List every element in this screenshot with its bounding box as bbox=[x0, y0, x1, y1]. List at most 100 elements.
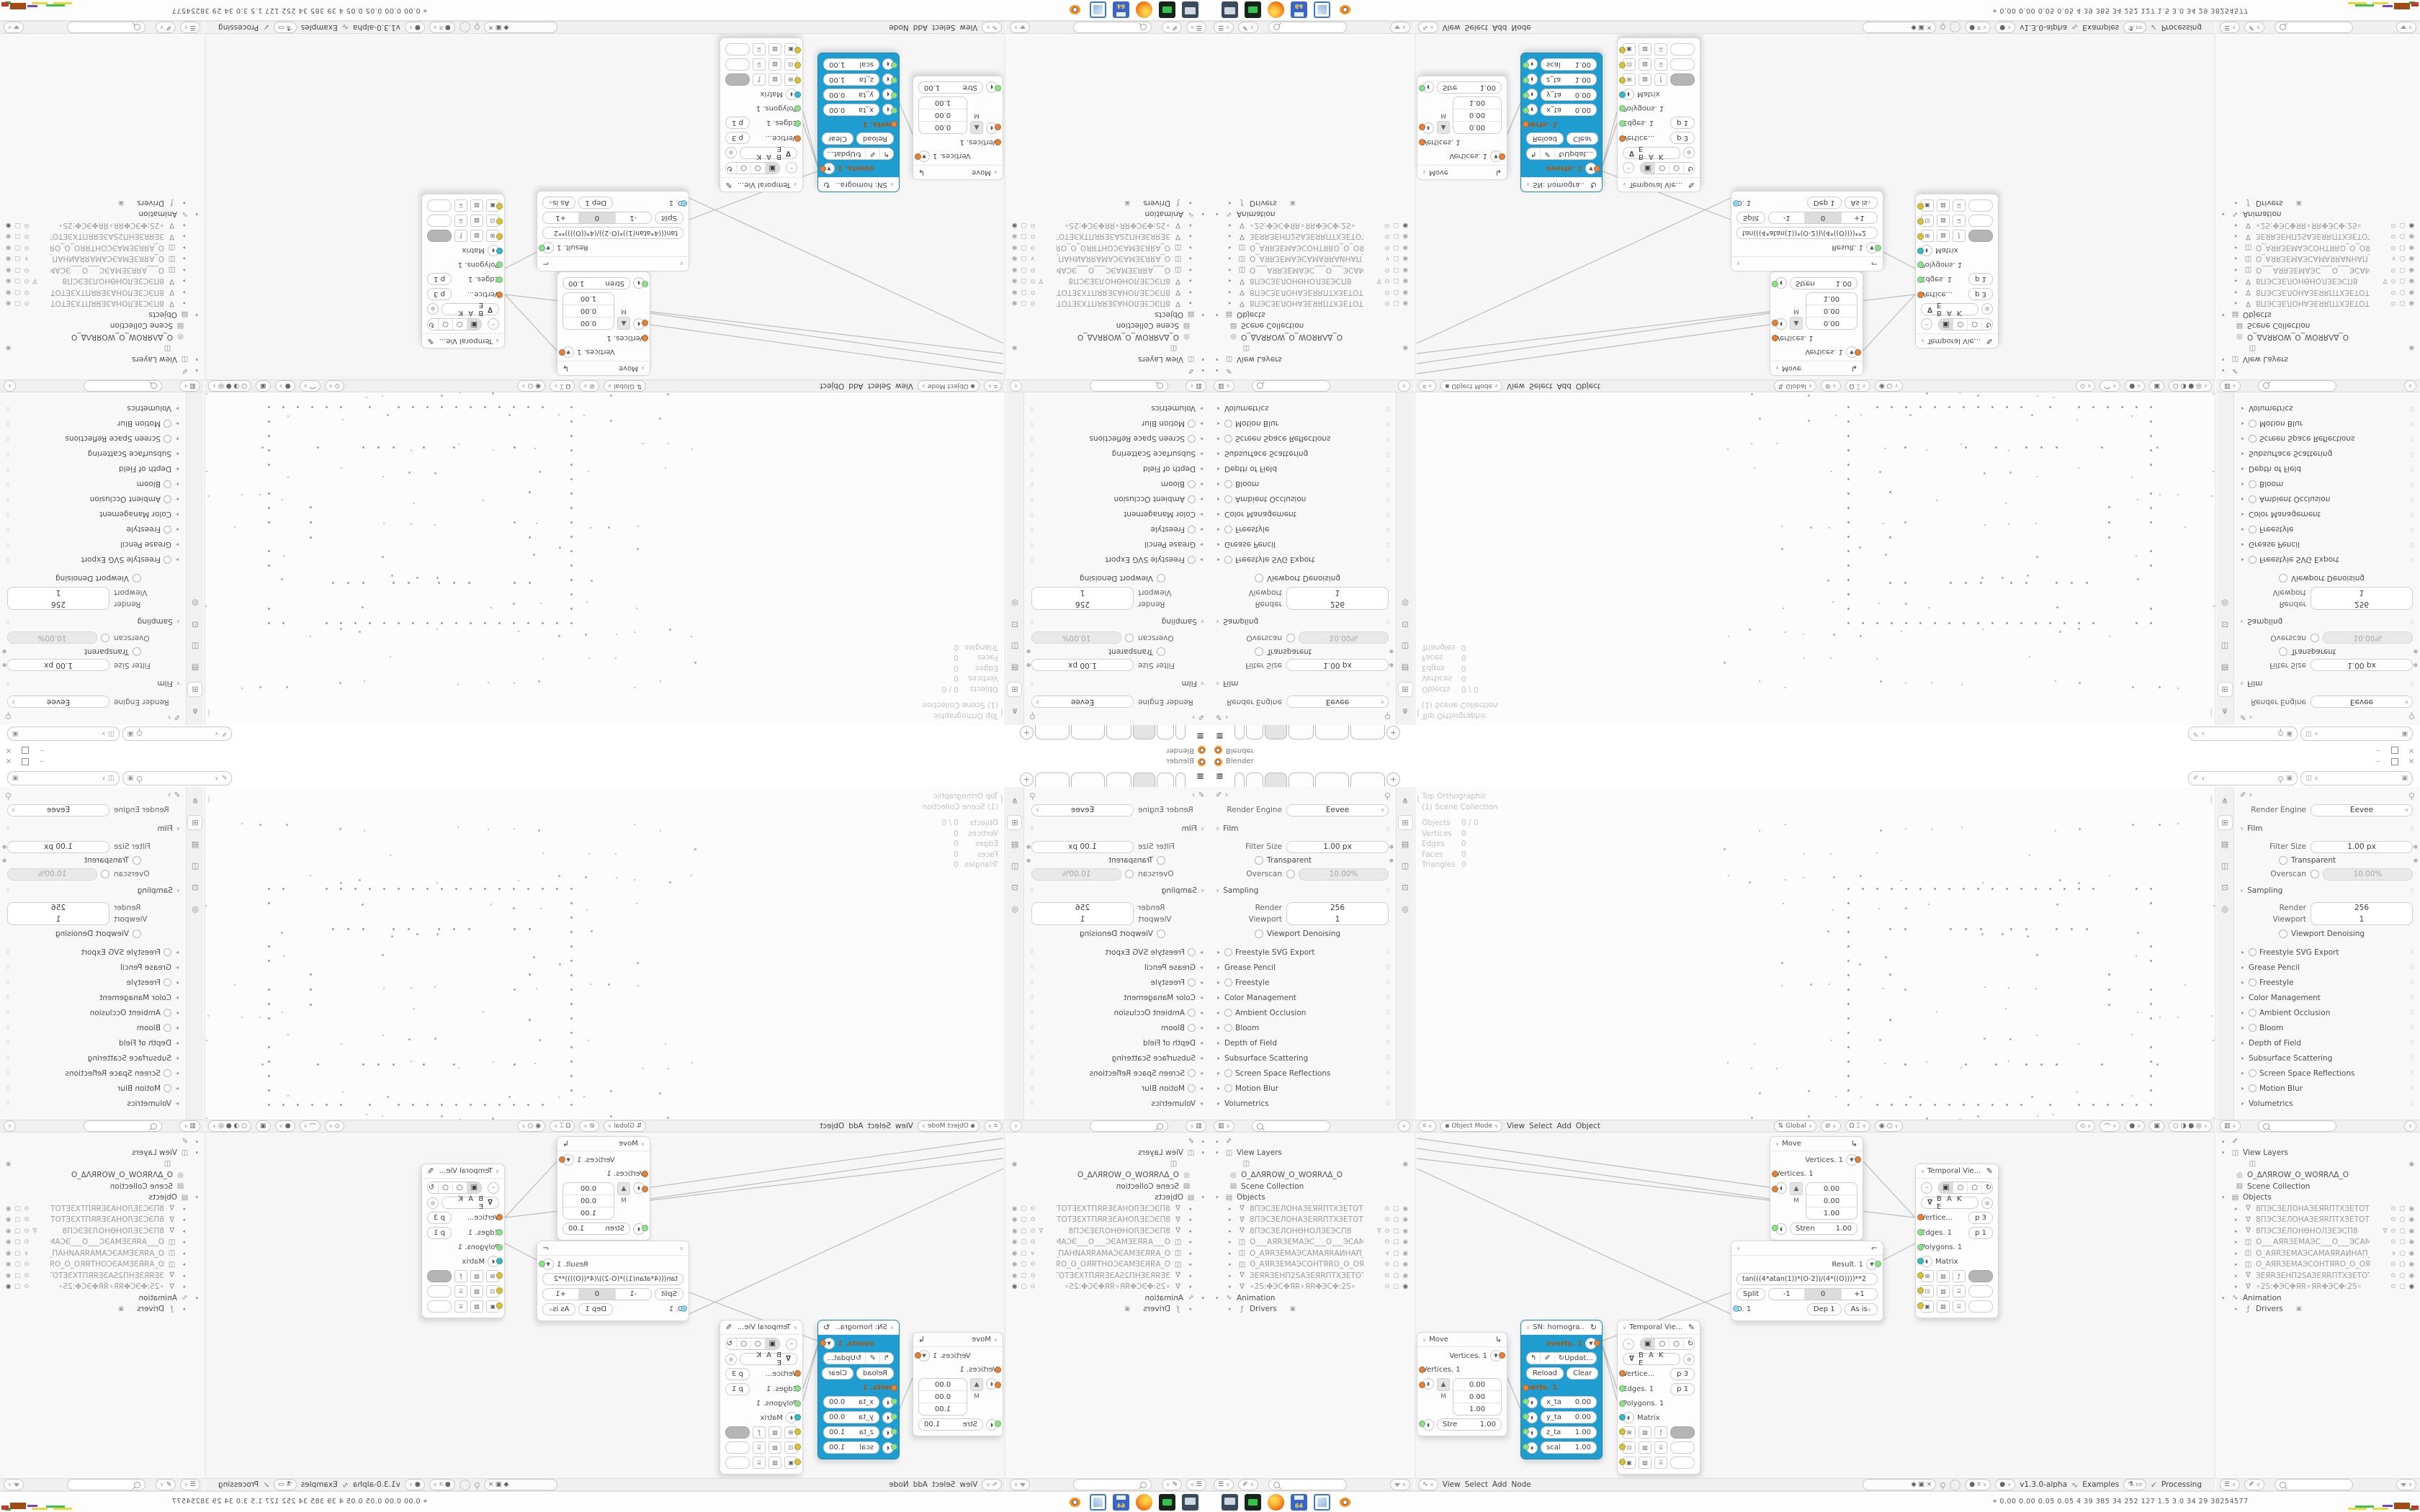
formula-field[interactable]: tan(((4*atan(1))*(O-2))/(4*((O))))**2 bbox=[1736, 227, 1878, 239]
overscan-checkbox[interactable] bbox=[1125, 870, 1134, 878]
eye-button[interactable]: ⌣ bbox=[488, 318, 499, 330]
node-move-2[interactable]: ∨ Move ↳ Vertices. 1 ▼ Vertices. 1 ◖ ▲ M 0.0… bbox=[1770, 1136, 1863, 1241]
section-bloom[interactable]: ▸ Bloom ⠿ bbox=[6, 1023, 179, 1032]
eye-toggle-icon[interactable]: ⊙ bbox=[1030, 300, 1036, 307]
outliner-row-objects[interactable]: ▾ ▤ Objects bbox=[2222, 1193, 2272, 1202]
socket-vertices-in[interactable] bbox=[642, 335, 648, 341]
section-grease-pencil[interactable]: ▸ Grease Pencil ⠿ bbox=[1030, 963, 1203, 972]
bake-button[interactable]: ∇ B A K E bbox=[740, 1351, 797, 1367]
node-editor[interactable]: ∨ Move ↳ Vertices. 1 ▼ Vertices. 1 ◖ ▲ M 0.0… bbox=[205, 34, 1005, 379]
menu-node[interactable]: Node bbox=[889, 1480, 909, 1489]
filter-type-button[interactable]: ✐ ∨ bbox=[1162, 22, 1182, 33]
workspace-tab[interactable] bbox=[1315, 773, 1349, 787]
display-mode-button[interactable]: ☰ ∨ bbox=[1186, 1479, 1206, 1490]
section-motion-blur[interactable]: ▸ Motion Blur ⠿ bbox=[2241, 419, 2414, 428]
viewport-3d[interactable]: Top Orthographic (1) Scene Collection Ob… bbox=[205, 787, 1005, 1120]
outliner-object-row[interactable]: ▸∇ЗЕЯRЗЕНП2SАЗЕЯRПТХЗЕТОТЗЕ(⊙▢◉ bbox=[1012, 232, 1191, 241]
socket-edges-in[interactable] bbox=[1917, 1229, 1924, 1236]
scene-selector[interactable]: ✐ ∨ ▣ bbox=[122, 726, 232, 741]
menu-view[interactable]: View bbox=[895, 382, 913, 390]
menu-icon[interactable]: ≡ bbox=[1216, 730, 1224, 741]
refresh-icon[interactable]: ↻ bbox=[823, 1323, 830, 1332]
node-temporal-viewer-1[interactable]: ∨ Temporal Vie... ✎ ⌣ ▣ ○ ○ ↻ ∇ B A K E ◎ Vertic… bbox=[720, 1320, 803, 1475]
transparent-checkbox[interactable] bbox=[2279, 647, 2287, 656]
transparent-checkbox[interactable] bbox=[1157, 647, 1165, 656]
node-sn-homograph[interactable]: ∨ SN: homogra.. ↻ overts. 1 ▼ ↰ ✐ ↻ Updat... … bbox=[1520, 1320, 1603, 1459]
section-grease-pencil[interactable]: ▸ Grease Pencil ⠿ bbox=[6, 963, 179, 972]
editor-type-button[interactable]: ▥ ∨ bbox=[1214, 1120, 1234, 1132]
socket-edges-in[interactable] bbox=[496, 1229, 503, 1236]
denoise-checkbox[interactable] bbox=[1157, 930, 1165, 938]
section-motion-blur[interactable]: ▸ Motion Blur ⠿ bbox=[1217, 1084, 1390, 1093]
socket-vertices-in[interactable] bbox=[1772, 1171, 1778, 1177]
section-depth-of-field[interactable]: ▸ Depth of Field ⠿ bbox=[1217, 464, 1390, 474]
style-field[interactable] bbox=[427, 1285, 452, 1297]
socket-edges-in[interactable] bbox=[794, 1385, 801, 1392]
snap-magnet-button[interactable]: Ω ⌶ ∨ bbox=[550, 380, 575, 392]
outliner-object-row[interactable]: ▸ ◫ O___АЯRЗЕМАЭС___O___ЭСАМЗЕ ⊙ ▢ ◉ bbox=[1012, 1238, 1191, 1247]
socket-matrix-in[interactable] bbox=[1619, 1414, 1626, 1421]
render-engine-select[interactable]: Eevee ∨ bbox=[2311, 696, 2413, 708]
outliner-row-animation[interactable]: ▾ ∿ Animation bbox=[2222, 1293, 2282, 1302]
add-workspace-button[interactable]: + bbox=[1386, 773, 1400, 786]
socket-polygons-in[interactable] bbox=[794, 1400, 801, 1407]
outliner-object-row[interactable]: ▸ ◫ O___АЯRЗЕМАЭС___O___ЭСАМЗЕ ⊙ ▢ ◉ bbox=[1229, 265, 1408, 274]
scale-field[interactable]: scal 1.00 bbox=[1541, 1441, 1597, 1454]
camera-toggle-icon[interactable]: ◉ bbox=[2408, 1205, 2414, 1212]
style-field[interactable] bbox=[725, 1441, 750, 1454]
search-input[interactable] bbox=[1251, 380, 1330, 392]
section-bloom[interactable]: ▸ Bloom ⠿ bbox=[2241, 480, 2414, 489]
filter-type-button[interactable]: ✐ ∨ bbox=[156, 22, 176, 33]
refresh-toggle[interactable]: ↻ bbox=[427, 1182, 439, 1193]
tree-select[interactable]: Processing bbox=[2161, 23, 2202, 32]
select-button[interactable]: ◎ bbox=[1683, 1353, 1695, 1365]
circle-toggle[interactable]: ○ bbox=[1953, 319, 1968, 330]
overscan-checkbox[interactable] bbox=[1125, 634, 1134, 642]
outliner-row-view-layers[interactable]: ▾ ◫ View Layers bbox=[1216, 1148, 1282, 1158]
style-field[interactable] bbox=[1670, 58, 1695, 71]
section-depth-of-field[interactable]: ▸ Depth of Field ⠿ bbox=[2241, 1038, 2414, 1048]
menu-select[interactable]: Select bbox=[867, 382, 891, 390]
tool-tab-icon[interactable]: ⋔ bbox=[1402, 796, 1409, 806]
view-layer-selector[interactable]: ◫ ∨ ▣ bbox=[7, 771, 120, 786]
socket-matrix-in[interactable] bbox=[496, 248, 503, 254]
outliner-object-row[interactable]: ▸ ∇ 8ПЭСЗЕЛОНѲНОЛЗЕЭСП8 ∇ ⊙ ▢ ◉ bbox=[6, 1226, 185, 1236]
viewport-samples-field[interactable]: 1 bbox=[7, 914, 109, 925]
cube-toggle[interactable]: ▣ bbox=[1641, 1338, 1655, 1349]
overscan-field[interactable]: 10.00% bbox=[7, 631, 97, 644]
screenshot-app-icon[interactable] bbox=[1222, 1494, 1238, 1511]
socket-matrix-in[interactable] bbox=[794, 1414, 801, 1421]
socket-vertices-in[interactable] bbox=[995, 139, 1001, 145]
section-ambient-occlusion[interactable]: ▸ Ambient Occlusion ⠿ bbox=[2241, 1008, 2414, 1017]
outliner-row-world[interactable]: ◎ O_ΔΛЯROW_O_WOЯRΛΔ_O bbox=[1077, 1171, 1190, 1180]
capture-app-icon[interactable] bbox=[1090, 1, 1106, 18]
socket-vertices-in[interactable] bbox=[1419, 139, 1425, 145]
tool-tab-icon[interactable]: ⋔ bbox=[2221, 706, 2228, 716]
outliner-object-row[interactable]: ▸◫O_АЯRЗЕМАЭСОНТЯRO_O_ОЯRТНС⊙▢◉ bbox=[6, 243, 185, 252]
split-button[interactable]: Split bbox=[654, 1288, 684, 1300]
socket-verts-in[interactable] bbox=[1523, 121, 1529, 127]
socket-strength-in[interactable] bbox=[1419, 85, 1425, 91]
section-freestyle-svg[interactable]: ▸ Freestyle SVG Export ⠿ bbox=[1217, 555, 1390, 564]
circle-toggle[interactable]: ○ bbox=[1669, 1338, 1683, 1349]
socket-result-out[interactable] bbox=[1875, 245, 1881, 251]
shading-modes-group[interactable]: ○ ◑ ● ◎ ∨ bbox=[207, 1120, 252, 1132]
search-input[interactable] bbox=[1268, 1479, 1347, 1490]
capture-app-icon[interactable] bbox=[1090, 1494, 1106, 1511]
pin-icon[interactable] bbox=[6, 792, 11, 798]
render-samples-field[interactable]: 256 bbox=[1031, 901, 1134, 914]
screen-toggle-icon[interactable]: ▢ bbox=[2399, 300, 2406, 307]
split-button[interactable]: Split bbox=[1736, 1288, 1766, 1300]
outliner-filter-row[interactable]: ▾ ✐ bbox=[2222, 1138, 2238, 1146]
update-button[interactable]: ↻ Updat... bbox=[1554, 1353, 1596, 1364]
add-workspace-button[interactable]: + bbox=[1386, 726, 1400, 739]
workspace-tab[interactable] bbox=[1350, 725, 1385, 739]
filter-button[interactable]: ∨ bbox=[4, 22, 24, 33]
socket-vertices-out[interactable] bbox=[559, 349, 565, 356]
eye-button[interactable]: ⌣ bbox=[1921, 1182, 1932, 1194]
section-grease-pencil[interactable]: ▸ Grease Pencil ⠿ bbox=[6, 540, 179, 549]
style-field[interactable] bbox=[1968, 199, 1993, 212]
socket-o-in[interactable] bbox=[681, 1305, 687, 1312]
socket-vertices-in[interactable] bbox=[1619, 1370, 1626, 1377]
outliner-object-row[interactable]: ▸◫O_АЯRЗЕМАЭСАМАЯRАИНАП__O_∨▢◉ bbox=[2235, 254, 2414, 264]
